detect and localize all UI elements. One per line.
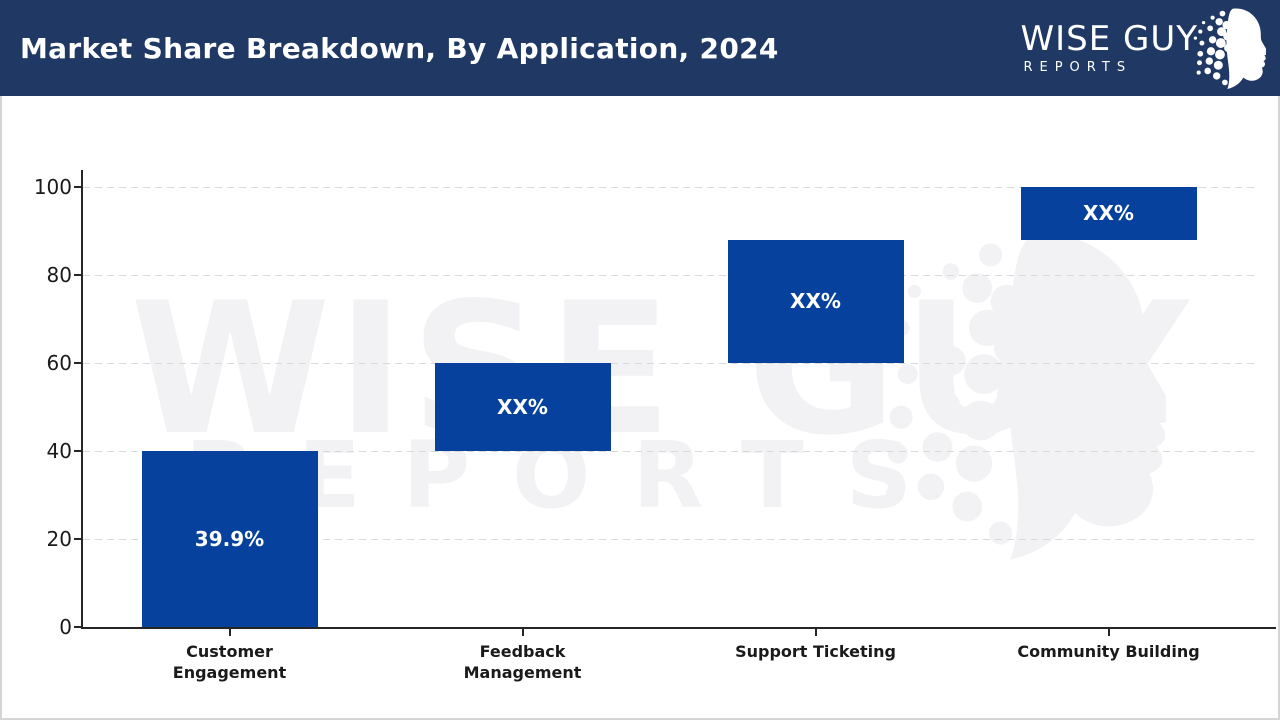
bar-value-label: XX% [790, 289, 841, 314]
bar-segment: XX% [1020, 187, 1197, 240]
gridline [83, 450, 1255, 452]
header-bar: Market Share Breakdown, By Application, … [0, 0, 1280, 96]
x-category-label: Feedback Management [463, 642, 582, 682]
bar-value-label: XX% [497, 395, 548, 420]
x-category-label: Support Ticketing [735, 642, 896, 661]
y-tick-mark [74, 274, 82, 276]
y-tick-label: 0 [59, 615, 72, 639]
y-tick-mark [74, 450, 82, 452]
brand-tagline: REPORTS [1023, 59, 1133, 75]
y-axis-line [81, 170, 83, 627]
x-tick-mark [521, 629, 524, 636]
wiseguy-head-icon [1193, 8, 1266, 89]
y-tick-label: 40 [46, 439, 72, 463]
y-tick-label: 80 [46, 263, 72, 287]
y-tick-label: 100 [33, 175, 72, 199]
brand-name: WISE GUY [1020, 18, 1198, 59]
bar-segment: XX% [434, 363, 611, 452]
x-tick-mark [814, 629, 817, 636]
y-tick-label: 60 [46, 351, 72, 375]
bar-segment: XX% [727, 239, 904, 363]
page-title: Market Share Breakdown, By Application, … [20, 31, 779, 65]
x-tick-mark [1107, 629, 1110, 636]
y-tick-mark [74, 538, 82, 540]
y-tick-mark [74, 362, 82, 364]
brand-logo: WISE GUY REPORTS [1020, 7, 1280, 89]
bar-value-label: XX% [1083, 201, 1134, 226]
y-tick-mark [74, 186, 82, 188]
y-tick-mark [74, 626, 82, 628]
gridline [83, 274, 1255, 276]
bar-segment: 39.9% [141, 451, 318, 627]
gridline [83, 538, 1255, 540]
y-tick-label: 20 [46, 527, 72, 551]
x-tick-mark [228, 629, 231, 636]
bar-value-label: 39.9% [194, 527, 265, 552]
brand-text: WISE GUY REPORTS [1020, 22, 1198, 75]
gridline [83, 362, 1255, 364]
x-category-label: Community Building [1017, 642, 1200, 661]
x-axis-line [81, 627, 1276, 629]
gridline [83, 186, 1255, 188]
x-category-label: Customer Engagement [172, 642, 287, 682]
